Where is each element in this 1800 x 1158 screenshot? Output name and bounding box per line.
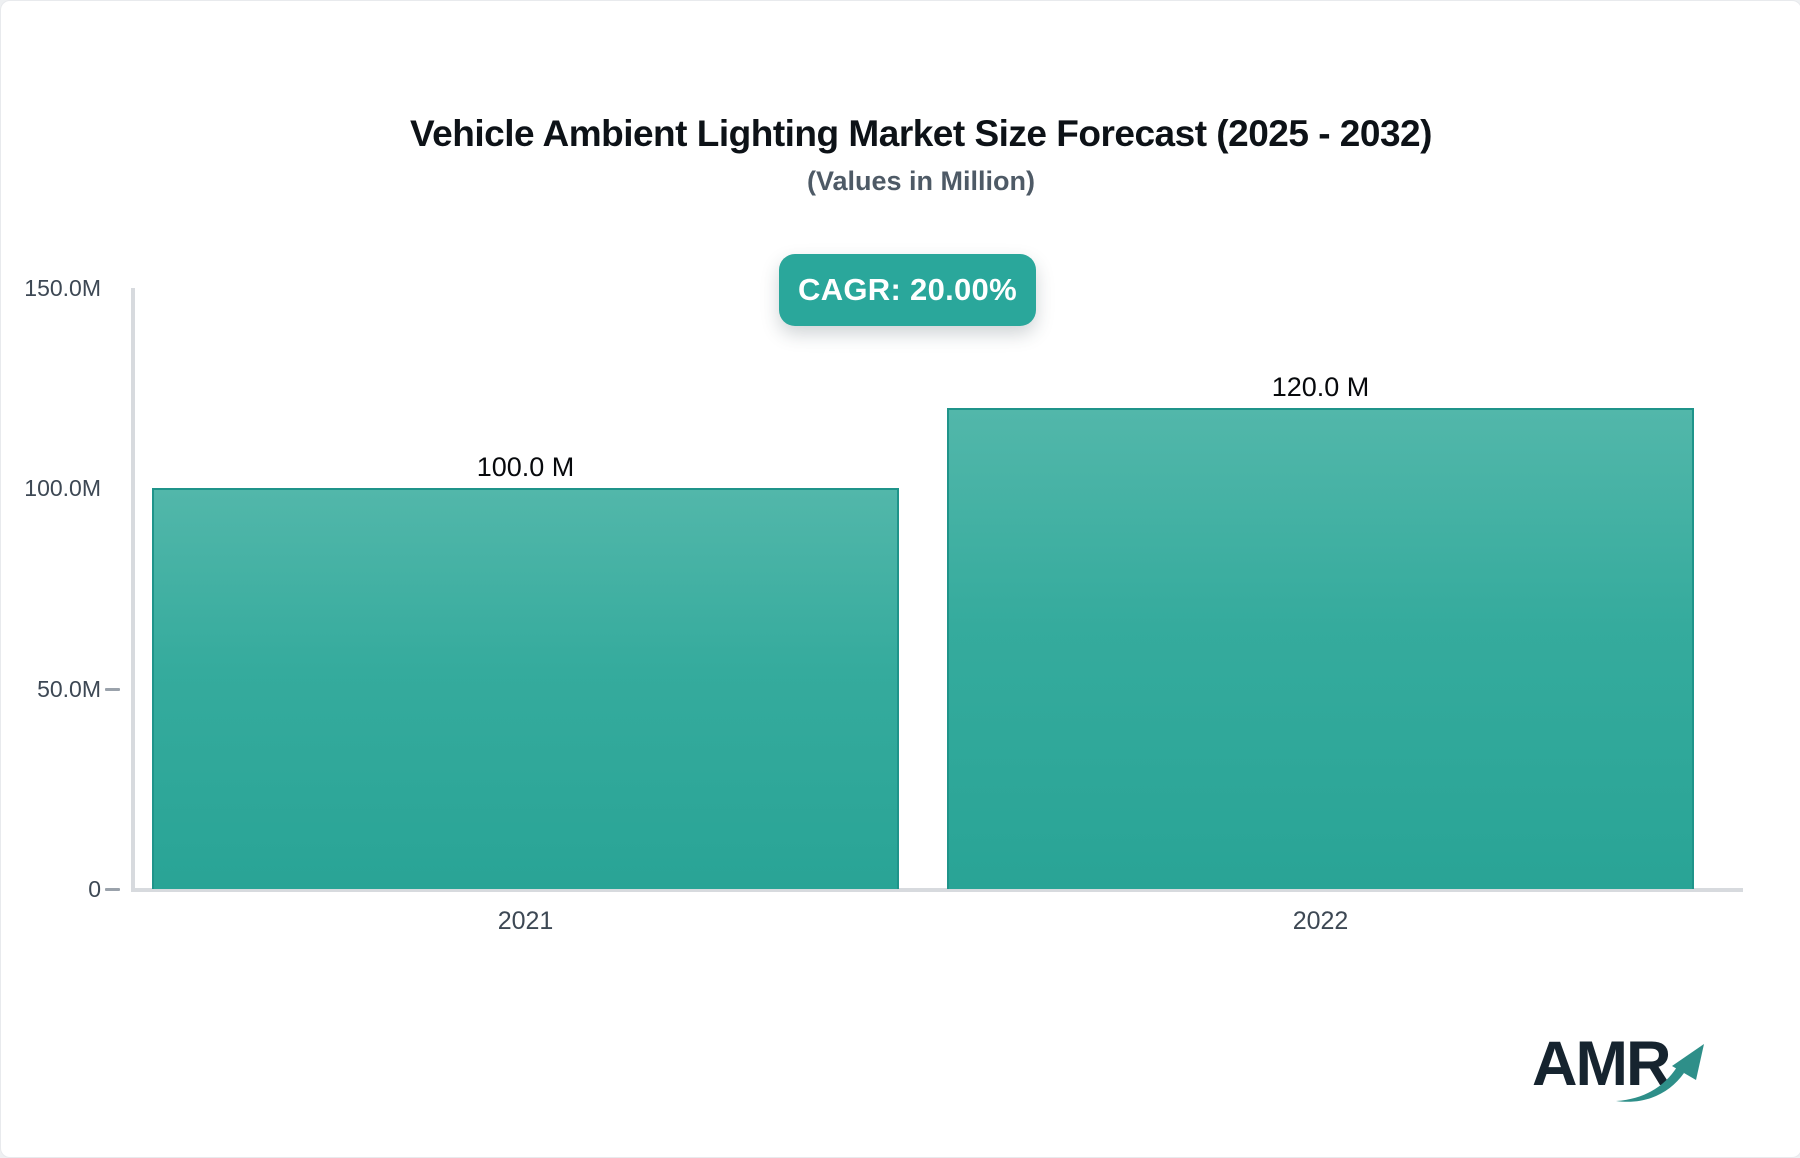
y-tick-label: 100.0M [24,475,101,501]
amr-logo: AMR [1532,1033,1712,1113]
y-tick-label: 50.0M [37,676,101,702]
bar-2022[interactable] [947,408,1694,889]
y-axis-line [131,288,135,891]
growth-arrow-icon [1616,1044,1704,1102]
amr-logo-text: AMR [1532,1029,1671,1099]
chart-subtitle: (Values in Million) [806,166,1036,196]
cagr-badge: CAGR: 20.00% [779,254,1036,326]
bar-value-label: 100.0 M [476,452,575,482]
y-tick-label: 150.0M [24,275,101,301]
y-tick-mark [105,888,120,891]
chart-title: Vehicle Ambient Lighting Market Size For… [410,113,1432,154]
y-tick-label: 0 [88,876,101,902]
bar-2021[interactable] [152,488,899,889]
x-axis-line [131,888,1743,892]
y-tick-mark [105,688,120,691]
x-axis-label-2021: 2021 [497,907,554,935]
x-axis-label-2022: 2022 [1292,907,1349,935]
bar-value-label: 120.0 M [1271,372,1370,402]
chart-header: Vehicle Ambient Lighting Market Size For… [41,1,1800,221]
cagr-badge-label: CAGR: 20.00% [798,272,1017,307]
